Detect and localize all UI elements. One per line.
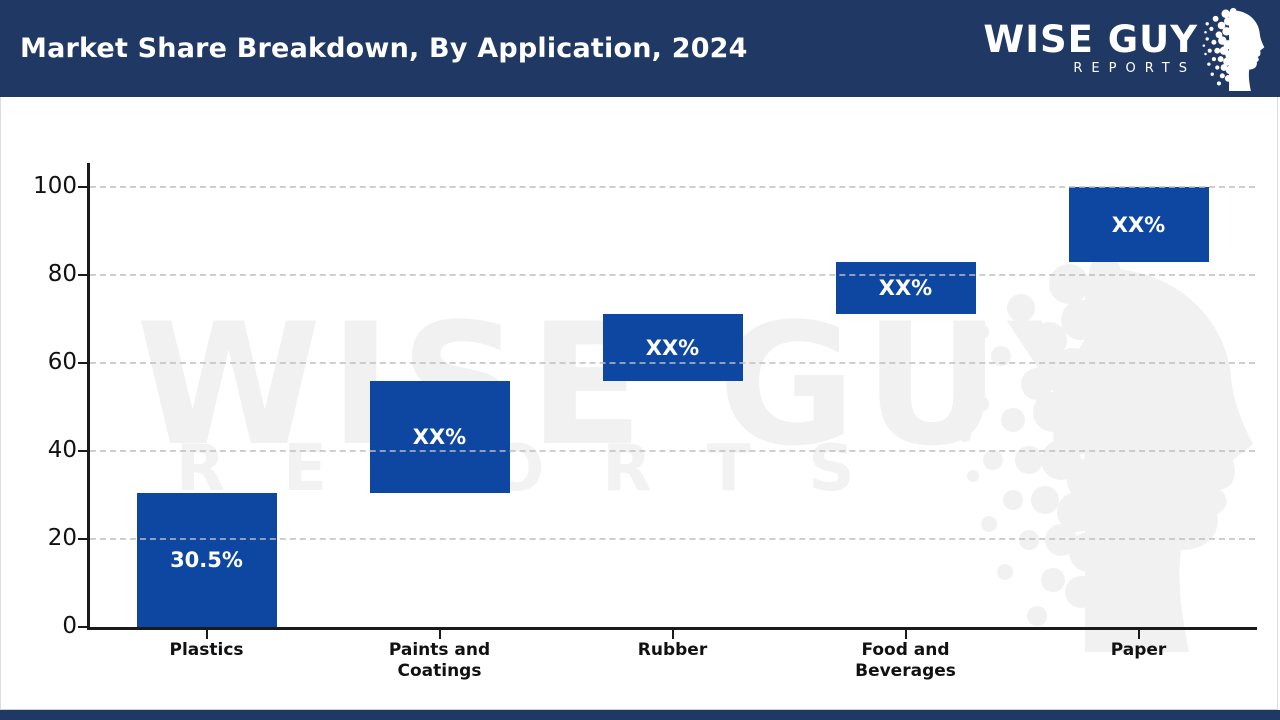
x-axis-label-paints-and-coatings: Paints and Coatings <box>388 640 491 681</box>
x-axis-label-plastics: Plastics <box>169 640 244 660</box>
bar-value-label-food-and-beverages: XX% <box>878 275 933 300</box>
bar-value-label-plastics: 30.5% <box>170 547 243 572</box>
x-axis-line <box>87 627 1257 630</box>
y-axis-tick-100 <box>78 186 87 188</box>
x-axis-tick-rubber <box>671 630 674 639</box>
gridline-80 <box>90 274 1255 276</box>
logo-text: WISE GUY REPORTS <box>983 21 1198 76</box>
bar-paints-and-coatings: XX% <box>369 381 510 493</box>
x-axis-tick-paper <box>1137 630 1140 639</box>
y-axis-tick-0 <box>78 626 87 628</box>
bar-value-label-paper: XX% <box>1111 212 1166 237</box>
y-axis-tick-label-60: 60 <box>47 349 77 375</box>
gridline-60 <box>90 362 1255 364</box>
y-axis-tick-label-80: 80 <box>47 261 77 287</box>
x-axis-tick-plastics <box>205 630 208 639</box>
page-title: Market Share Breakdown, By Application, … <box>20 33 748 64</box>
waterfall-plot: 0 20 40 60 80 100 30.5% Plastics XX% Paints and C… <box>1 97 1277 709</box>
gridline-20 <box>90 538 1255 540</box>
x-axis-label-food-and-beverages: Food and Beverages <box>855 640 956 681</box>
y-axis-tick-label-20: 20 <box>47 525 77 551</box>
bar-value-label-rubber: XX% <box>645 335 700 360</box>
y-axis-tick-40 <box>78 450 87 452</box>
x-axis-tick-food-and-beverages <box>904 630 907 639</box>
y-axis-tick-label-100: 100 <box>33 173 77 199</box>
y-axis-tick-label-40: 40 <box>47 437 77 463</box>
header-bar: Market Share Breakdown, By Application, … <box>0 0 1280 97</box>
dotted-face-profile-icon <box>1202 7 1265 91</box>
bar-food-and-beverages: XX% <box>835 262 976 314</box>
bar-value-label-paints-and-coatings: XX% <box>412 425 467 450</box>
gridline-40 <box>90 450 1255 452</box>
y-axis-line <box>87 163 90 630</box>
x-axis-label-rubber: Rubber <box>637 640 708 660</box>
x-axis-tick-paints-and-coatings <box>438 630 441 639</box>
chart-area: WISE GUY REPORTS 0 20 40 60 80 100 30.5% Plasti… <box>0 97 1278 710</box>
y-axis-tick-80 <box>78 274 87 276</box>
logo-wordmark: WISE GUY <box>983 18 1198 61</box>
gridline-100 <box>90 186 1255 188</box>
bar-plastics: 30.5% <box>136 492 277 627</box>
bar-rubber: XX% <box>602 313 743 382</box>
logo-subtitle: REPORTS <box>1073 61 1196 76</box>
y-axis-tick-60 <box>78 362 87 364</box>
wise-guy-reports-logo: WISE GUY REPORTS <box>983 7 1280 91</box>
x-axis-label-paper: Paper <box>1110 640 1167 660</box>
y-axis-tick-20 <box>78 538 87 540</box>
bar-paper: XX% <box>1068 187 1209 263</box>
y-axis-tick-label-0: 0 <box>62 613 77 639</box>
footer-bar <box>0 710 1280 720</box>
